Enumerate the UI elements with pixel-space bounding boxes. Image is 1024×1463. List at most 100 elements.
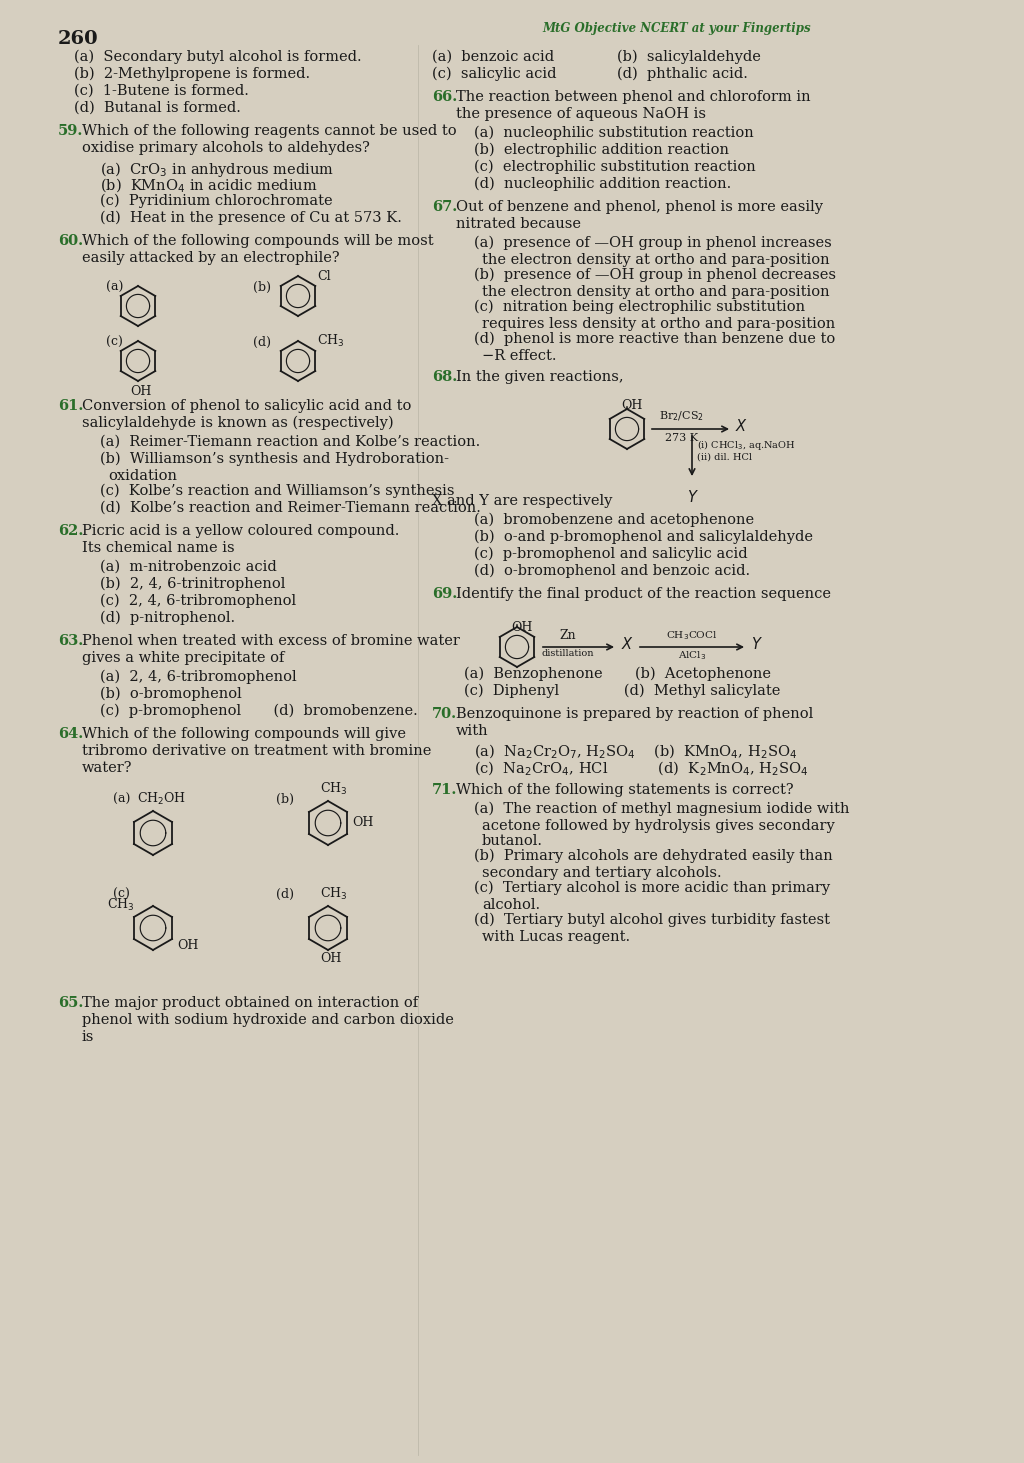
- Text: (c)  salicylic acid: (c) salicylic acid: [432, 67, 556, 82]
- Text: phenol with sodium hydroxide and carbon dioxide: phenol with sodium hydroxide and carbon …: [82, 1012, 454, 1027]
- Text: Which of the following compounds will be most: Which of the following compounds will be…: [82, 234, 433, 249]
- Text: alcohol.: alcohol.: [482, 898, 540, 911]
- Text: requires less density at ortho and para-position: requires less density at ortho and para-…: [482, 317, 836, 331]
- Text: salicylaldehyde is known as (respectively): salicylaldehyde is known as (respectivel…: [82, 415, 393, 430]
- Text: is: is: [82, 1030, 94, 1045]
- Text: (a)  nucleophilic substitution reaction: (a) nucleophilic substitution reaction: [474, 126, 754, 140]
- Text: nitrated because: nitrated because: [456, 217, 581, 231]
- Text: (a)  benzoic acid: (a) benzoic acid: [432, 50, 554, 64]
- Text: (a): (a): [106, 281, 123, 294]
- Text: 65.: 65.: [58, 996, 83, 1009]
- Text: (i) CHCl$_3$, aq.NaOH: (i) CHCl$_3$, aq.NaOH: [697, 437, 796, 452]
- Text: (c)  Tertiary alcohol is more acidic than primary: (c) Tertiary alcohol is more acidic than…: [474, 881, 830, 895]
- Text: 69.: 69.: [432, 587, 458, 601]
- Text: (d)  p-nitrophenol.: (d) p-nitrophenol.: [100, 612, 236, 625]
- Text: (a)  2, 4, 6-tribromophenol: (a) 2, 4, 6-tribromophenol: [100, 670, 297, 685]
- Text: (b)  electrophilic addition reaction: (b) electrophilic addition reaction: [474, 143, 729, 158]
- Text: Identify the final product of the reaction sequence: Identify the final product of the reacti…: [456, 587, 831, 601]
- Text: (c)  Kolbe’s reaction and Williamson’s synthesis: (c) Kolbe’s reaction and Williamson’s sy…: [100, 484, 455, 499]
- Text: In the given reactions,: In the given reactions,: [456, 370, 624, 383]
- Text: (c)  1-Butene is formed.: (c) 1-Butene is formed.: [74, 83, 249, 98]
- Text: (a)  m-nitrobenzoic acid: (a) m-nitrobenzoic acid: [100, 560, 276, 573]
- Text: (c)  2, 4, 6-tribromophenol: (c) 2, 4, 6-tribromophenol: [100, 594, 296, 609]
- Text: the electron density at ortho and para-position: the electron density at ortho and para-p…: [482, 285, 829, 298]
- Text: (d)  Butanal is formed.: (d) Butanal is formed.: [74, 101, 241, 116]
- Text: (b)  2-Methylpropene is formed.: (b) 2-Methylpropene is formed.: [74, 67, 310, 82]
- Text: 60.: 60.: [58, 234, 83, 249]
- Text: water?: water?: [82, 761, 132, 775]
- Text: Out of benzene and phenol, phenol is more easily: Out of benzene and phenol, phenol is mor…: [456, 200, 823, 214]
- Text: 64.: 64.: [58, 727, 83, 740]
- Text: (a)  The reaction of methyl magnesium iodide with: (a) The reaction of methyl magnesium iod…: [474, 802, 850, 816]
- Text: (d)  phenol is more reactive than benzene due to: (d) phenol is more reactive than benzene…: [474, 332, 836, 347]
- Text: 71.: 71.: [432, 783, 458, 797]
- Text: the electron density at ortho and para-position: the electron density at ortho and para-p…: [482, 253, 829, 268]
- Text: (c)  Diphenyl              (d)  Methyl salicylate: (c) Diphenyl (d) Methyl salicylate: [464, 685, 780, 698]
- Text: (b): (b): [253, 281, 271, 294]
- Text: Br$_2$/CS$_2$: Br$_2$/CS$_2$: [659, 410, 703, 423]
- Text: Its chemical name is: Its chemical name is: [82, 541, 234, 554]
- Text: (a): (a): [113, 793, 130, 806]
- Text: (c)  Na$_2$CrO$_4$, HCl           (d)  K$_2$MnO$_4$, H$_2$SO$_4$: (c) Na$_2$CrO$_4$, HCl (d) K$_2$MnO$_4$,…: [474, 759, 809, 778]
- Text: 68.: 68.: [432, 370, 458, 383]
- Text: MtG Objective NCERT at your Fingertips: MtG Objective NCERT at your Fingertips: [542, 22, 811, 35]
- Text: (d)  o-bromophenol and benzoic acid.: (d) o-bromophenol and benzoic acid.: [474, 565, 751, 578]
- Text: −R effect.: −R effect.: [482, 350, 556, 363]
- Text: $X$: $X$: [621, 636, 634, 652]
- Text: $X$: $X$: [735, 418, 748, 435]
- Text: CH$_2$OH: CH$_2$OH: [137, 791, 186, 808]
- Text: AlCl$_3$: AlCl$_3$: [678, 650, 707, 661]
- Text: (d)  Heat in the presence of Cu at 573 K.: (d) Heat in the presence of Cu at 573 K.: [100, 211, 401, 225]
- Text: (a)  presence of —OH group in phenol increases: (a) presence of —OH group in phenol incr…: [474, 236, 831, 250]
- Text: (c)  electrophilic substitution reaction: (c) electrophilic substitution reaction: [474, 159, 756, 174]
- Text: OH: OH: [621, 399, 642, 413]
- Text: secondary and tertiary alcohols.: secondary and tertiary alcohols.: [482, 866, 722, 881]
- Text: The major product obtained on interaction of: The major product obtained on interactio…: [82, 996, 418, 1009]
- Text: CH$_3$: CH$_3$: [319, 887, 347, 903]
- Text: OH: OH: [352, 816, 374, 830]
- Text: Picric acid is a yellow coloured compound.: Picric acid is a yellow coloured compoun…: [82, 524, 399, 538]
- Text: gives a white precipitate of: gives a white precipitate of: [82, 651, 285, 666]
- Text: Which of the following compounds will give: Which of the following compounds will gi…: [82, 727, 406, 740]
- Text: Benzoquinone is prepared by reaction of phenol: Benzoquinone is prepared by reaction of …: [456, 707, 813, 721]
- Text: CH$_3$COCl: CH$_3$COCl: [667, 629, 718, 642]
- Text: (c)  Pyridinium chlorochromate: (c) Pyridinium chlorochromate: [100, 195, 333, 208]
- Text: Conversion of phenol to salicylic acid and to: Conversion of phenol to salicylic acid a…: [82, 399, 412, 413]
- Text: (d): (d): [276, 888, 294, 901]
- Text: butanol.: butanol.: [482, 834, 543, 849]
- Text: (b): (b): [276, 793, 294, 806]
- Text: (c): (c): [113, 888, 130, 901]
- Text: (d)  phthalic acid.: (d) phthalic acid.: [617, 67, 748, 82]
- Text: (d)  nucleophilic addition reaction.: (d) nucleophilic addition reaction.: [474, 177, 731, 192]
- Text: (c)  p-bromophenol and salicylic acid: (c) p-bromophenol and salicylic acid: [474, 547, 748, 562]
- Text: (a)  CrO$_3$ in anhydrous medium: (a) CrO$_3$ in anhydrous medium: [100, 159, 334, 178]
- Text: $Y$: $Y$: [751, 636, 763, 652]
- Text: (a)  Reimer-Tiemann reaction and Kolbe’s reaction.: (a) Reimer-Tiemann reaction and Kolbe’s …: [100, 435, 480, 449]
- Text: (b)  Williamson’s synthesis and Hydroboration-: (b) Williamson’s synthesis and Hydrobora…: [100, 452, 449, 467]
- Text: OH: OH: [319, 952, 341, 966]
- Text: CH$_3$: CH$_3$: [319, 781, 347, 797]
- Text: 63.: 63.: [58, 633, 83, 648]
- Text: 273 K: 273 K: [665, 433, 698, 443]
- Text: (b)  Primary alcohols are dehydrated easily than: (b) Primary alcohols are dehydrated easi…: [474, 849, 833, 863]
- Text: (d)  Tertiary butyl alcohol gives turbidity fastest: (d) Tertiary butyl alcohol gives turbidi…: [474, 913, 830, 928]
- Text: (a)  Secondary butyl alcohol is formed.: (a) Secondary butyl alcohol is formed.: [74, 50, 361, 64]
- Text: (b)  o-and p-bromophenol and salicylaldehyde: (b) o-and p-bromophenol and salicylaldeh…: [474, 530, 813, 544]
- Text: (ii) dil. HCl: (ii) dil. HCl: [697, 454, 752, 462]
- Text: (d)  Kolbe’s reaction and Reimer-Tiemann reaction.: (d) Kolbe’s reaction and Reimer-Tiemann …: [100, 500, 481, 515]
- Text: 67.: 67.: [432, 200, 458, 214]
- Text: 70.: 70.: [432, 707, 457, 721]
- Text: (c): (c): [106, 336, 123, 350]
- Text: with: with: [456, 724, 488, 737]
- Text: $Y$: $Y$: [687, 489, 699, 505]
- Text: tribromo derivative on treatment with bromine: tribromo derivative on treatment with br…: [82, 745, 431, 758]
- Text: 62.: 62.: [58, 524, 83, 538]
- Text: oxidise primary alcohols to aldehydes?: oxidise primary alcohols to aldehydes?: [82, 140, 370, 155]
- Text: (d): (d): [253, 336, 271, 350]
- Text: 59.: 59.: [58, 124, 83, 138]
- Text: Phenol when treated with excess of bromine water: Phenol when treated with excess of bromi…: [82, 633, 460, 648]
- Text: (b)  KMnO$_4$ in acidic medium: (b) KMnO$_4$ in acidic medium: [100, 177, 317, 196]
- Text: Which of the following statements is correct?: Which of the following statements is cor…: [456, 783, 794, 797]
- Text: OH: OH: [177, 939, 199, 952]
- Text: 61.: 61.: [58, 399, 83, 413]
